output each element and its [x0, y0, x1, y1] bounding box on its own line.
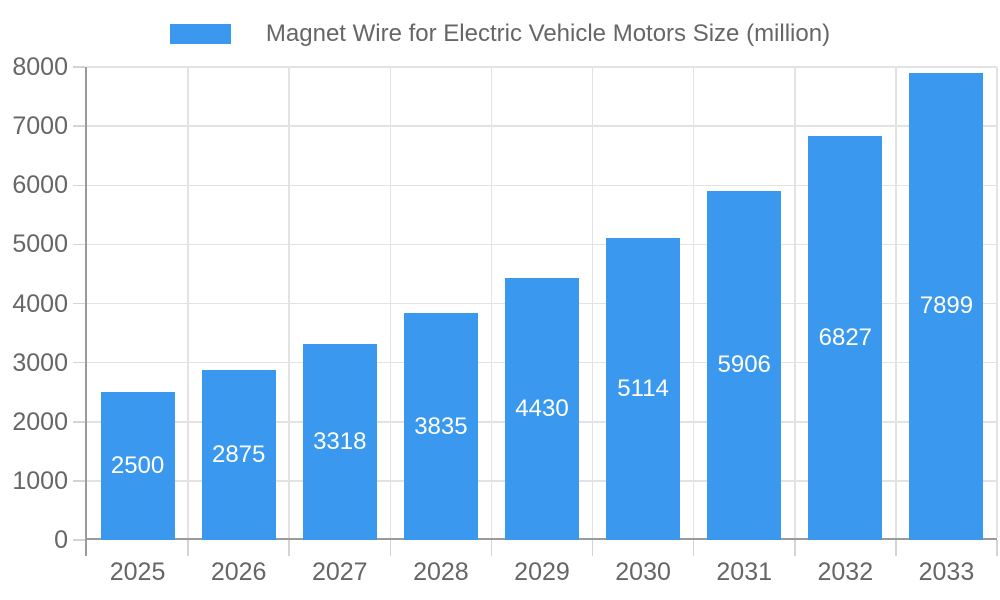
legend-label: Magnet Wire for Electric Vehicle Motors …	[265, 20, 831, 47]
x-gridline	[895, 67, 897, 538]
x-gridline	[794, 67, 796, 538]
bar-2032[interactable]	[808, 136, 883, 540]
x-gridline	[187, 67, 189, 538]
y-axis-tick-label: 4000	[12, 289, 68, 318]
x-axis-tick-label: 2026	[210, 558, 267, 586]
y-axis-tick-label: 1000	[12, 466, 68, 495]
x-axis-tick-label: 2032	[817, 558, 874, 586]
x-tick-mark	[591, 540, 594, 556]
legend-swatch-icon	[169, 24, 231, 44]
y-tick-mark	[73, 243, 85, 246]
y-tick-mark	[73, 539, 85, 541]
y-tick-mark	[73, 125, 85, 127]
x-gridline	[692, 67, 695, 538]
bar-2026[interactable]	[201, 370, 276, 540]
y-axis-tick-label: 0	[54, 526, 68, 554]
x-gridline	[996, 67, 998, 538]
x-axis-tick-label: 2029	[514, 558, 570, 586]
x-axis-tick-label: 2030	[615, 558, 671, 586]
x-axis-tick-label: 2027	[311, 558, 368, 586]
x-tick-mark	[996, 540, 998, 556]
y-tick-mark	[73, 184, 85, 186]
x-gridline	[389, 67, 392, 538]
x-tick-mark	[288, 540, 290, 556]
plot-area: 0 1000 2000 3000 4000 5000 6000 7000 8000 2500 202…	[12, 53, 998, 586]
x-gridline	[591, 67, 594, 538]
y-axis-tick-label: 6000	[12, 171, 68, 200]
y-axis-line	[85, 67, 87, 556]
y-axis-tick-label: 5000	[12, 230, 68, 259]
x-tick-mark	[490, 540, 493, 556]
y-tick-mark	[73, 421, 85, 423]
legend[interactable]: Magnet Wire for Electric Vehicle Motors …	[0, 20, 1000, 48]
y-axis-tick-label: 8000	[12, 53, 68, 81]
bar-2029[interactable]	[505, 278, 579, 540]
bar-2025[interactable]	[100, 392, 175, 540]
y-gridline	[87, 125, 997, 127]
x-tick-mark	[895, 540, 897, 556]
x-axis-tick-label: 2025	[109, 558, 166, 586]
bar-2027[interactable]	[302, 343, 377, 540]
bar-2033[interactable]	[909, 72, 984, 540]
y-tick-mark	[73, 480, 85, 482]
y-tick-mark	[73, 66, 85, 68]
y-axis-tick-label: 2000	[12, 407, 68, 436]
x-gridline	[288, 67, 290, 538]
y-tick-mark	[73, 302, 85, 305]
y-axis-tick-label: 7000	[12, 112, 68, 141]
bar-2031[interactable]	[707, 190, 782, 540]
y-axis-tick-label: 3000	[12, 348, 68, 377]
y-gridline	[87, 66, 997, 68]
x-tick-mark	[692, 540, 695, 556]
x-tick-mark	[794, 540, 796, 556]
bar-2030[interactable]	[606, 237, 681, 540]
x-tick-mark	[389, 540, 392, 556]
x-axis-tick-label: 2031	[716, 558, 773, 586]
x-axis-tick-label: 2028	[413, 558, 469, 586]
y-gridline	[87, 243, 997, 246]
x-gridline	[490, 67, 493, 538]
x-tick-mark	[187, 540, 189, 556]
y-gridline	[87, 184, 997, 186]
y-tick-mark	[73, 361, 85, 364]
x-axis-tick-label: 2033	[918, 558, 975, 586]
bar-2028[interactable]	[403, 313, 478, 540]
